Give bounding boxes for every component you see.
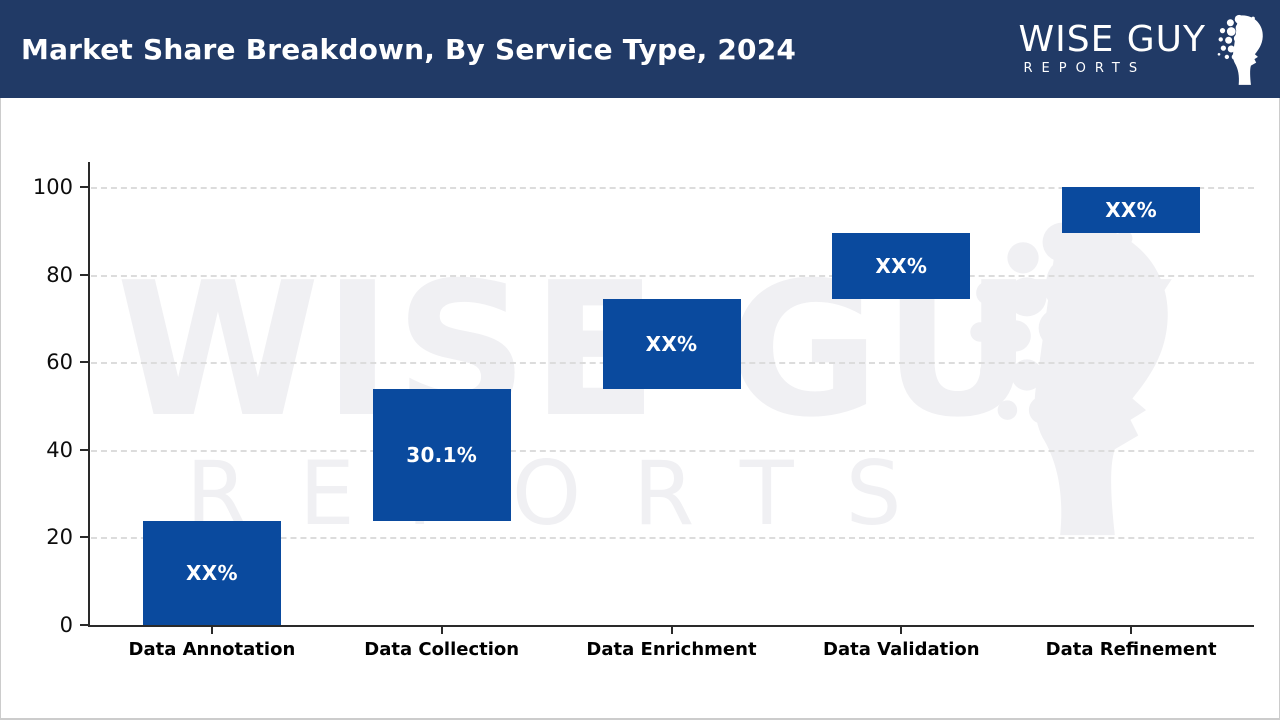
bar-value-label: XX%: [186, 560, 238, 585]
gridline: [91, 449, 1254, 452]
x-tick-mark: [900, 627, 903, 634]
x-tick-mark: [440, 627, 443, 634]
y-tick-label: 80: [46, 262, 73, 287]
y-tick-label: 0: [59, 613, 73, 637]
x-tick-mark: [1130, 627, 1133, 634]
watermark-text-line2: REPORTS: [186, 442, 954, 545]
x-axis-label: Data Collection: [364, 639, 520, 660]
gridline: [91, 537, 1254, 540]
bar-value-label: XX%: [1105, 197, 1157, 222]
bar-value-label: 30.1%: [406, 442, 478, 467]
y-tick-mark: [80, 448, 89, 451]
bar-data-collection: 30.1%: [372, 388, 511, 521]
x-axis-label: Data Refinement: [1045, 639, 1217, 660]
y-tick-mark: [80, 361, 89, 364]
y-tick-label: 100: [32, 175, 73, 199]
y-tick-mark: [80, 186, 89, 188]
logo-subtext: REPORTS: [1023, 61, 1147, 76]
plot-area: WISE GUY REPORTS 0 20 40 60 80 100 XX% Data Ann…: [1, 98, 1280, 720]
bar-data-refinement: XX%: [1062, 187, 1201, 233]
watermark-head-icon: [966, 222, 1168, 536]
x-axis-line: [88, 625, 1254, 627]
header-bar: Market Share Breakdown, By Service Type,…: [0, 0, 1280, 98]
bar-value-label: XX%: [875, 254, 928, 279]
chart-title: Market Share Breakdown, By Service Type,…: [21, 32, 797, 66]
x-axis-label: Data Validation: [823, 639, 980, 660]
logo-wordmark: WISE GUY: [1018, 19, 1206, 60]
wiseguy-logo: WISE GUY REPORTS: [1019, 11, 1269, 87]
bar-data-enrichment: XX%: [602, 299, 741, 389]
logo-text: WISE GUY REPORTS: [1018, 19, 1207, 77]
gridline: [91, 187, 1254, 189]
bar-data-validation: XX%: [832, 232, 971, 300]
y-tick-mark: [80, 273, 89, 276]
y-axis-line: [88, 162, 90, 627]
x-axis-label: Data Enrichment: [586, 639, 757, 660]
head-logo-icon: [1217, 14, 1263, 85]
y-tick-label: 20: [46, 525, 73, 550]
y-tick-mark: [80, 536, 89, 539]
bar-value-label: XX%: [645, 332, 698, 357]
y-tick-mark: [80, 624, 89, 626]
y-tick-label: 60: [46, 350, 73, 375]
gridline: [91, 274, 1254, 277]
y-tick-label: 40: [46, 437, 73, 462]
x-tick-mark: [670, 627, 673, 634]
bar-data-annotation: XX%: [142, 520, 281, 625]
x-axis-label: Data Annotation: [128, 639, 296, 660]
x-tick-mark: [210, 627, 213, 634]
